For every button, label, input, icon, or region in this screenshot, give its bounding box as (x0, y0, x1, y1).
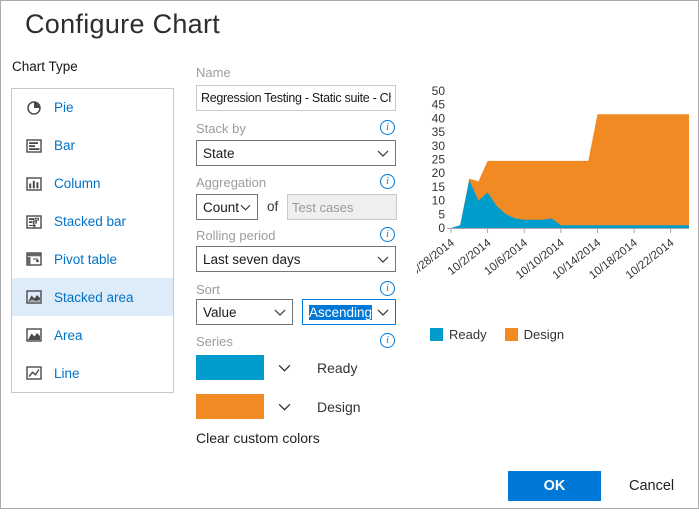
legend-item: Design (504, 327, 565, 342)
stacked-bar-chart-icon (26, 214, 42, 230)
sort-label: Sort (196, 282, 220, 297)
y-axis-tick-label: 50 (432, 84, 446, 98)
info-icon[interactable]: i (380, 120, 395, 135)
series-color-row: Design (196, 394, 361, 419)
sidebar-item-label: Column (54, 176, 101, 192)
sort-direction-select[interactable]: Ascending (302, 299, 396, 325)
ready-area-series (451, 180, 689, 228)
area-chart-icon (26, 327, 42, 343)
sidebar-item-label: Line (54, 365, 80, 381)
design-area-series (451, 114, 689, 228)
series-color-swatch[interactable] (196, 355, 264, 380)
y-axis-tick-label: 0 (438, 221, 445, 235)
y-axis-tick-label: 40 (432, 111, 446, 125)
series-color-swatch[interactable] (196, 394, 264, 419)
sidebar-item-area[interactable]: Area (12, 316, 173, 354)
series-name: Ready (317, 359, 358, 376)
chevron-down-icon (377, 256, 389, 263)
y-axis-tick-label: 30 (432, 139, 446, 153)
sidebar-item-pivot-table[interactable]: Pivot table (12, 241, 173, 279)
chart-name-input[interactable] (196, 85, 396, 111)
sort-direction-value: Ascending (309, 304, 373, 320)
chevron-down-icon (377, 309, 389, 316)
line-chart-icon (26, 365, 42, 381)
column-chart-icon (26, 176, 42, 192)
pivot-table-icon (26, 251, 42, 267)
chart-type-heading: Chart Type (12, 59, 78, 74)
sidebar-item-pie[interactable]: Pie (12, 89, 173, 127)
series-name: Design (317, 398, 361, 415)
sidebar-item-stacked-area[interactable]: Stacked area (12, 278, 173, 317)
sidebar-item-label: Stacked area (54, 289, 134, 305)
y-axis-tick-label: 20 (432, 166, 446, 180)
aggregation-select[interactable]: Count (196, 194, 258, 220)
legend-label: Design (523, 327, 565, 342)
y-axis-tick-label: 5 (438, 207, 445, 221)
y-axis-tick-label: 15 (432, 180, 446, 194)
clear-custom-colors-link[interactable]: Clear custom colors (196, 430, 320, 446)
stack-by-select[interactable]: State (196, 140, 396, 166)
legend-label: Ready (449, 327, 487, 342)
bar-chart-icon (26, 138, 42, 154)
sidebar-item-label: Pie (54, 100, 74, 116)
legend-swatch (504, 328, 518, 341)
chevron-down-icon[interactable] (278, 364, 291, 372)
chevron-down-icon (240, 204, 251, 211)
aggregation-field-input (287, 194, 397, 220)
series-color-row: Ready (196, 355, 357, 380)
cancel-button[interactable]: Cancel (629, 478, 675, 494)
info-icon[interactable]: i (380, 174, 395, 189)
chart-legend: Ready Design (430, 327, 582, 342)
sidebar-item-line[interactable]: Line (12, 354, 173, 392)
sidebar-item-label: Stacked bar (54, 214, 127, 230)
chevron-down-icon[interactable] (278, 403, 291, 411)
stacked-area-chart-icon (26, 289, 42, 305)
sidebar-item-stacked-bar[interactable]: Stacked bar (12, 203, 173, 241)
info-icon[interactable]: i (380, 333, 395, 348)
series-label: Series (196, 334, 233, 349)
of-label: of (267, 199, 279, 214)
chevron-down-icon (274, 309, 286, 316)
sidebar-item-label: Area (54, 327, 83, 343)
chevron-down-icon (377, 150, 389, 157)
sidebar-item-column[interactable]: Column (12, 165, 173, 203)
chart-type-list: Pie Bar Column Stacked bar Pivot table Stacke… (11, 88, 174, 393)
rolling-period-value: Last seven days (203, 251, 301, 267)
sort-field-select[interactable]: Value (196, 299, 293, 325)
y-axis-tick-label: 35 (432, 125, 446, 139)
y-axis-tick-label: 25 (432, 153, 446, 167)
rolling-period-label: Rolling period (196, 228, 276, 243)
y-axis-tick-label: 10 (432, 194, 446, 208)
sidebar-item-label: Bar (54, 138, 76, 154)
rolling-period-select[interactable]: Last seven days (196, 246, 396, 272)
aggregation-label: Aggregation (196, 175, 267, 190)
legend-item: Ready (430, 327, 487, 342)
sort-field-value: Value (203, 304, 237, 320)
y-axis-tick-label: 45 (432, 98, 446, 112)
info-icon[interactable]: i (380, 281, 395, 296)
chart-preview: 051015202530354045509/28/201410/2/201410… (417, 84, 689, 282)
dialog-title: Configure Chart (25, 9, 221, 39)
name-label: Name (196, 65, 231, 80)
aggregation-value: Count (203, 199, 240, 215)
info-icon[interactable]: i (380, 227, 395, 242)
stack-by-value: State (203, 145, 235, 161)
legend-swatch (430, 328, 443, 341)
sidebar-item-label: Pivot table (54, 251, 118, 267)
sidebar-item-bar[interactable]: Bar (12, 127, 173, 165)
stack-by-label: Stack by (196, 121, 246, 136)
pie-chart-icon (26, 100, 42, 116)
ok-button[interactable]: OK (508, 471, 601, 501)
